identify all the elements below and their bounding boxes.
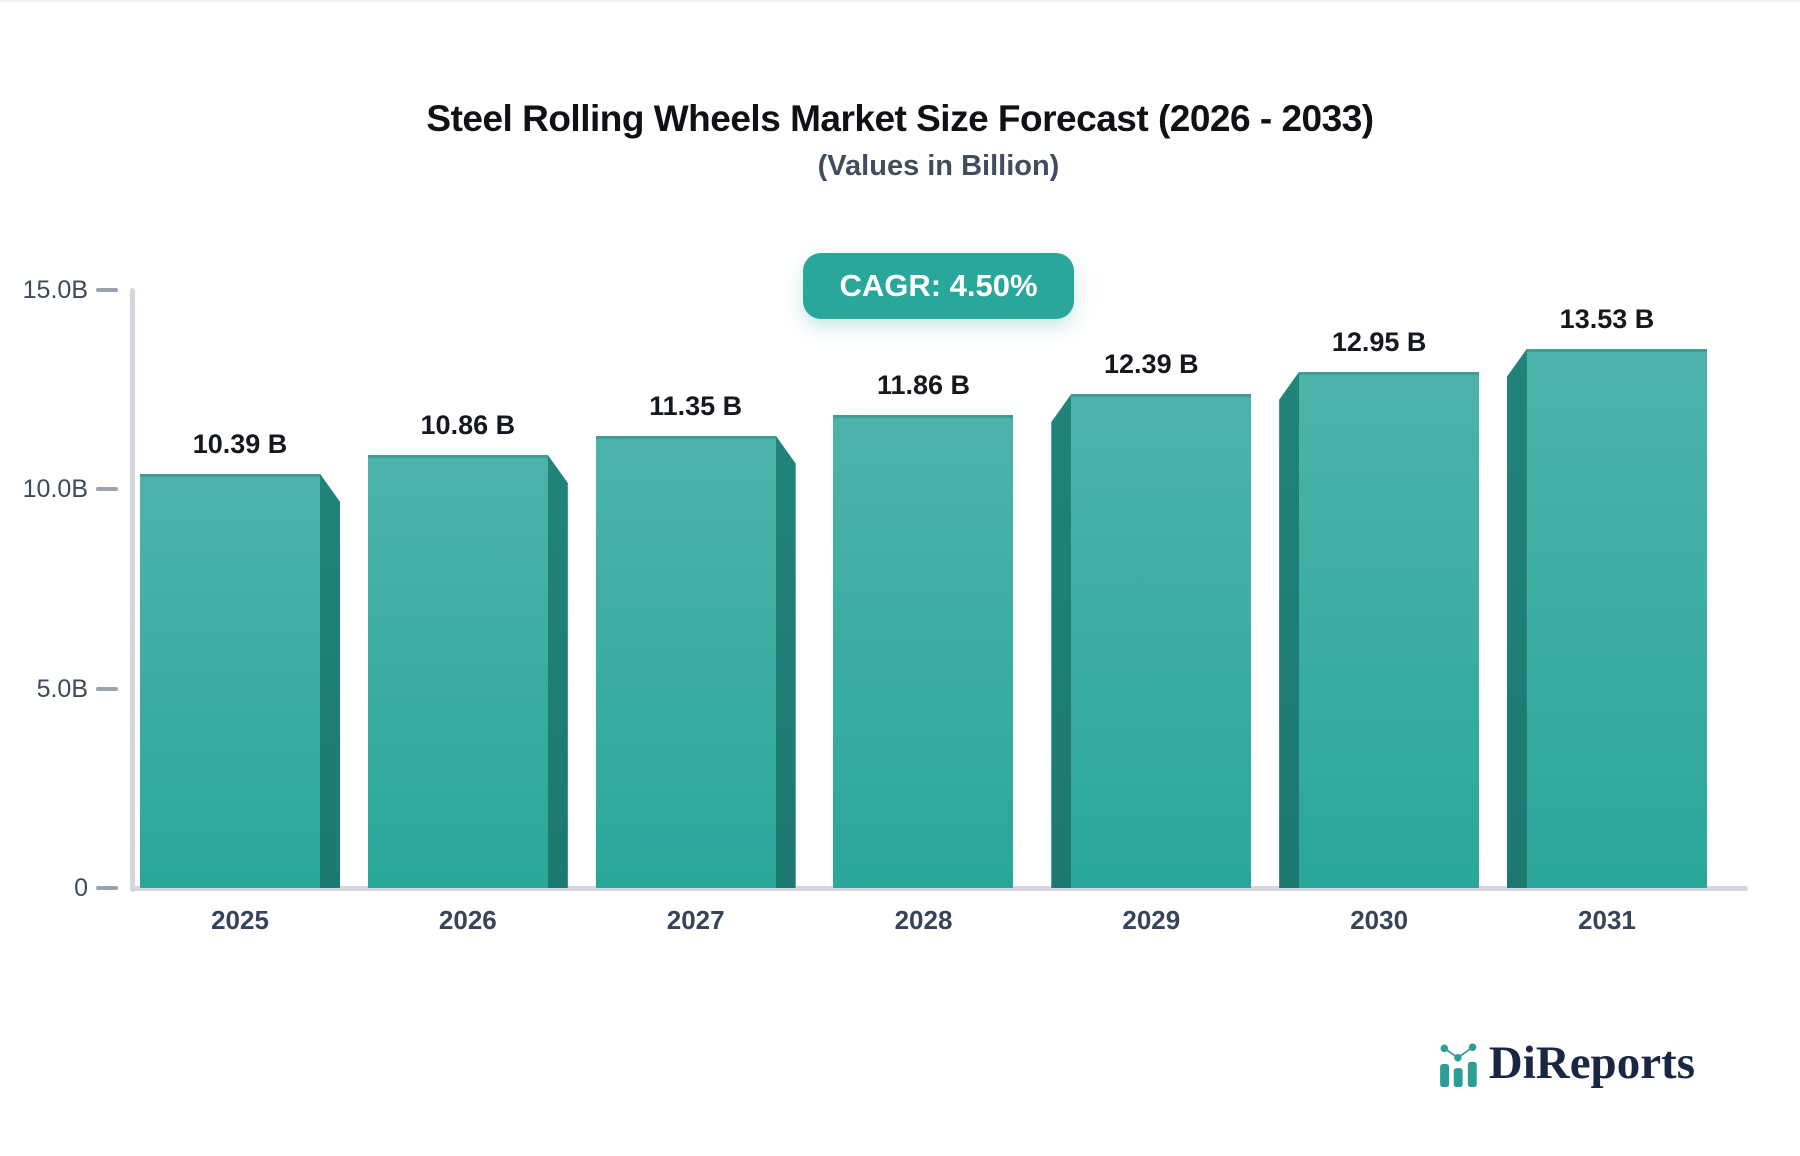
bar-face[interactable]: [1071, 394, 1252, 888]
bar-group-2025[interactable]: [140, 473, 340, 888]
y-tick-label: 10.0B: [22, 475, 88, 504]
x-axis-line: [130, 886, 1748, 891]
y-tick-dash: [96, 487, 118, 492]
bar-group-2026[interactable]: [367, 455, 568, 888]
bar-group-2028[interactable]: [833, 415, 1014, 888]
bar-face[interactable]: [367, 455, 548, 888]
x-tick-label: 2030: [1350, 905, 1409, 935]
bar-side-shadow: [775, 435, 796, 888]
y-axis-line: [130, 288, 135, 892]
bar-face[interactable]: [833, 415, 1014, 888]
bar-group-2027[interactable]: [595, 435, 796, 888]
bar-side-shadow: [1279, 371, 1300, 888]
y-tick-dash: [96, 288, 118, 292]
cagr-badge: CAGR: 4.50%: [803, 253, 1074, 319]
bar-group-2029[interactable]: [1051, 394, 1252, 888]
brand-logo-icon: [1439, 1043, 1477, 1087]
page-subtitle: (Values in Billion): [817, 150, 1060, 182]
x-tick-label: 2025: [211, 905, 269, 935]
x-tick-label: 2029: [1122, 905, 1181, 935]
brand-name: DiReports: [1488, 1037, 1695, 1089]
y-tick-label: 0: [74, 874, 88, 902]
bar-side-shadow: [320, 473, 340, 888]
y-tick-dash: [96, 686, 118, 691]
page-title: Steel Rolling Wheels Market Size Forecas…: [426, 98, 1374, 139]
bar-face[interactable]: [1299, 371, 1480, 888]
bar-face[interactable]: [595, 435, 776, 888]
bar-face[interactable]: [1526, 348, 1707, 888]
bar-value-label: 10.86 B: [420, 410, 516, 441]
bar-value-label: 11.35 B: [649, 390, 743, 421]
bar-value-label: 13.53 B: [1559, 303, 1655, 334]
bar-value-label: 10.39 B: [192, 428, 288, 459]
bar-side-shadow: [1051, 394, 1072, 888]
bar-face[interactable]: [140, 473, 320, 888]
bar-side-shadow: [1506, 348, 1527, 888]
bar-value-label: 11.86 B: [876, 370, 971, 401]
x-tick-label: 2026: [438, 905, 497, 935]
cagr-badge-row: CAGR: 4.50%: [132, 253, 1745, 319]
x-tick-label: 2031: [1578, 905, 1636, 935]
bar-group-2031[interactable]: [1506, 348, 1707, 888]
bar-value-label: 12.95 B: [1331, 326, 1427, 357]
x-tick-label: 2027: [666, 905, 725, 935]
y-tick-label: 15.0B: [22, 276, 88, 304]
y-tick-dash: [96, 886, 118, 890]
x-tick-label: 2028: [894, 905, 953, 935]
bar-group-2030[interactable]: [1279, 371, 1480, 888]
bar-value-label: 12.39 B: [1104, 349, 1199, 380]
y-tick-label: 5.0B: [36, 674, 88, 703]
bar-side-shadow: [547, 455, 568, 888]
brand-logo: DiReports: [1439, 1040, 1695, 1087]
